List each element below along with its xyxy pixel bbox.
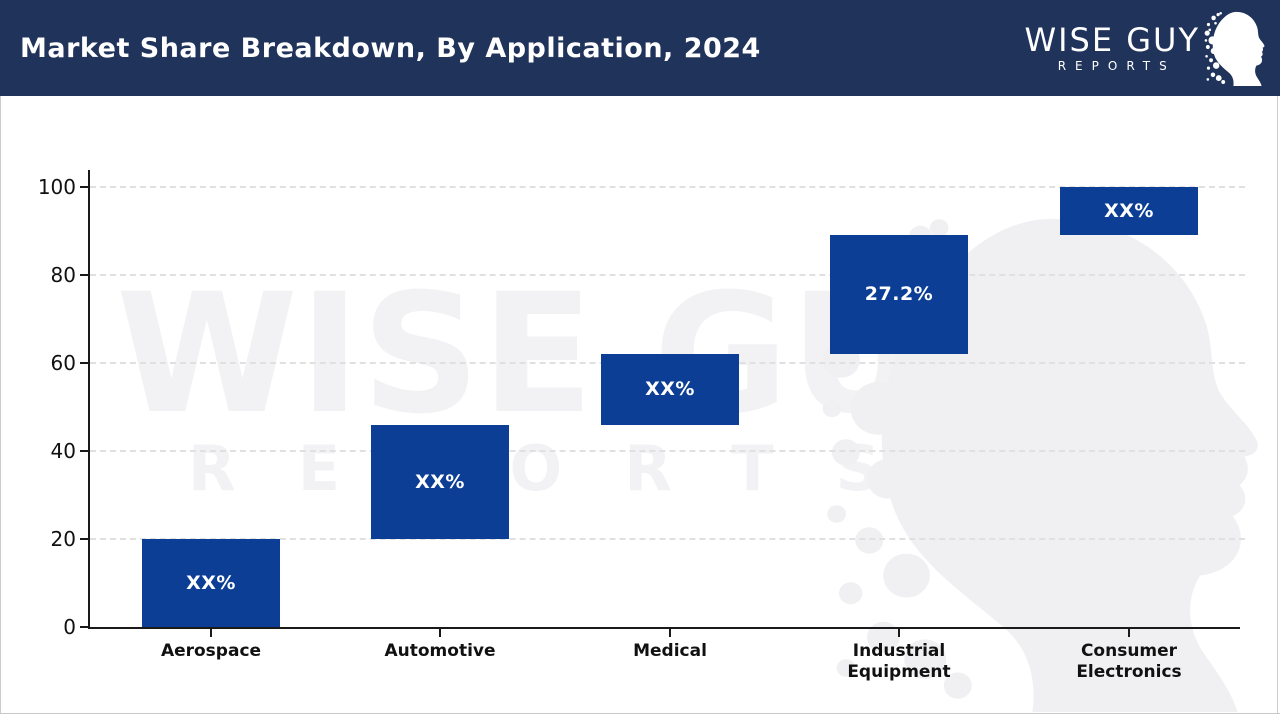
bar-value-label: XX% [186, 572, 236, 594]
gridline-80 [90, 274, 1245, 276]
bar-medical: XX% [601, 354, 739, 425]
x-tick [1128, 629, 1130, 637]
figure-border-left [0, 96, 1, 713]
x-tick [669, 629, 671, 637]
gridline-20 [90, 538, 1245, 540]
y-tick-label: 100 [37, 175, 76, 199]
y-axis-spine [88, 170, 90, 629]
wise-guy-reports-logo: WISE GUY REPORTS [1024, 4, 1268, 92]
y-tick [80, 538, 88, 540]
y-tick [80, 362, 88, 364]
x-label-consumer-electronics: Consumer Electronics [1076, 641, 1182, 682]
watermark-reports-text: REPORTS [188, 432, 943, 505]
bar-value-label: 27.2% [864, 283, 934, 306]
y-tick-label: 80 [50, 263, 76, 287]
x-label-aerospace: Aerospace [160, 641, 262, 661]
y-tick-label: 20 [50, 527, 76, 551]
x-label-automotive: Automotive [384, 641, 496, 661]
header-banner: Market Share Breakdown, By Application, … [0, 0, 1280, 96]
y-tick-label: 60 [50, 351, 76, 375]
y-tick [80, 186, 88, 188]
y-tick [80, 626, 88, 628]
bar-industrial-equipment: 27.2% [830, 234, 968, 355]
bar-value-label: XX% [415, 470, 465, 493]
y-tick [80, 450, 88, 452]
bar-automotive: XX% [371, 424, 509, 539]
logo-text: WISE GUY REPORTS [1024, 22, 1200, 74]
figure-border-right [1277, 96, 1278, 713]
logo-face-icon [1204, 11, 1265, 86]
y-tick-label: 40 [50, 439, 76, 463]
bar-aerospace: XX% [142, 539, 280, 627]
page-title: Market Share Breakdown, By Application, … [20, 32, 761, 64]
x-axis-line [88, 627, 1240, 629]
bar-value-label: XX% [645, 378, 695, 401]
gridline-40 [90, 450, 1245, 452]
x-tick [439, 629, 441, 637]
y-tick [80, 274, 88, 276]
bar-consumer-electronics: XX% [1060, 187, 1198, 235]
y-tick-label: 0 [63, 615, 76, 639]
gridline-100 [90, 186, 1245, 188]
x-tick [898, 629, 900, 637]
logo-reports-label: REPORTS [1057, 59, 1176, 73]
figure-border-bottom [0, 713, 1280, 714]
bar-value-label: XX% [1104, 199, 1154, 222]
x-label-medical: Medical [633, 641, 707, 661]
x-label-industrial-equipment: Industrial Equipment [847, 641, 951, 682]
logo-wiseguy-label: WISE GUY [1024, 21, 1200, 59]
x-tick [210, 629, 212, 637]
